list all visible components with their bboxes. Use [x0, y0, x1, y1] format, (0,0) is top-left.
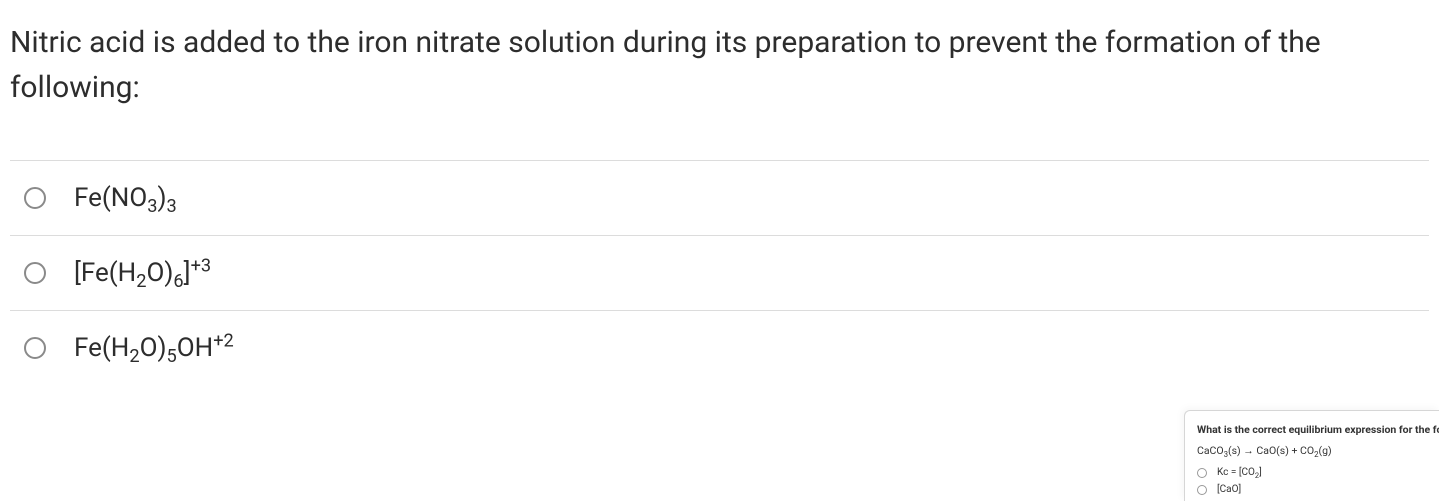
popup-equation: CaCO3(s) → CaO(s) + CO2(g): [1197, 444, 1429, 457]
popup-option-label: [CaO]: [1217, 484, 1241, 495]
option-row[interactable]: Fe(H2O)5OH+2: [10, 311, 1429, 385]
options-list: Fe(NO3)3 [Fe(H2O)6]+3 Fe(H2O)5OH+2: [10, 160, 1429, 385]
option-label: Fe(H2O)5OH+2: [74, 333, 234, 363]
option-row[interactable]: Fe(NO3)3: [10, 161, 1429, 236]
related-question-popup[interactable]: What is the correct equilibrium expressi…: [1184, 410, 1439, 501]
radio-icon[interactable]: [1197, 485, 1207, 495]
popup-title: What is the correct equilibrium expressi…: [1197, 423, 1429, 436]
popup-option[interactable]: Kc = [CO2]: [1197, 467, 1429, 478]
radio-icon[interactable]: [24, 262, 46, 284]
popup-option[interactable]: [CaO]: [1197, 484, 1429, 495]
radio-icon[interactable]: [24, 187, 46, 209]
option-row[interactable]: [Fe(H2O)6]+3: [10, 236, 1429, 311]
option-label: [Fe(H2O)6]+3: [74, 258, 211, 288]
popup-option-label: Kc = [CO2]: [1217, 467, 1262, 478]
option-label: Fe(NO3)3: [74, 183, 177, 213]
radio-icon[interactable]: [24, 337, 46, 359]
radio-icon[interactable]: [1197, 468, 1207, 478]
question-text: Nitric acid is added to the iron nitrate…: [10, 20, 1429, 110]
question-container: Nitric acid is added to the iron nitrate…: [0, 0, 1439, 385]
